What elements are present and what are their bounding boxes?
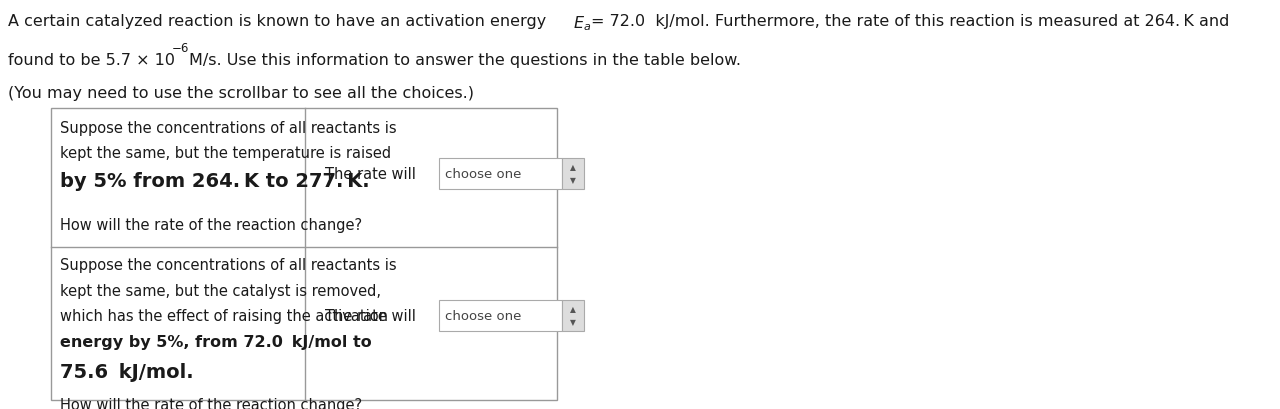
Text: 75.6  kJ/mol.: 75.6 kJ/mol. [60,362,193,381]
Text: which has the effect of raising the activation: which has the effect of raising the acti… [60,308,388,324]
Text: ▲: ▲ [570,163,576,172]
FancyBboxPatch shape [439,159,562,189]
FancyBboxPatch shape [562,300,584,331]
Text: = 72.0  kJ/mol. Furthermore, the rate of this reaction is measured at 264. K and: = 72.0 kJ/mol. Furthermore, the rate of … [591,14,1230,29]
Text: M/s. Use this information to answer the questions in the table below.: M/s. Use this information to answer the … [189,53,741,68]
Text: A certain catalyzed reaction is known to have an activation energy: A certain catalyzed reaction is known to… [8,14,552,29]
Text: ▼: ▼ [570,176,576,185]
Text: found to be 5.7 × 10: found to be 5.7 × 10 [8,53,174,68]
Text: by 5% from 264. K to 277. K.: by 5% from 264. K to 277. K. [60,171,370,190]
Text: energy by 5%, from 72.0  kJ/mol to: energy by 5%, from 72.0 kJ/mol to [60,334,372,349]
Text: How will the rate of the reaction change?: How will the rate of the reaction change… [60,217,362,232]
Text: choose one: choose one [445,309,522,322]
Text: ▲: ▲ [570,305,576,313]
Text: The rate will: The rate will [325,166,416,181]
Text: kept the same, but the catalyst is removed,: kept the same, but the catalyst is remov… [60,283,381,298]
Text: −6: −6 [172,42,189,55]
Text: kept the same, but the temperature is raised: kept the same, but the temperature is ra… [60,146,392,161]
Text: ▼: ▼ [570,318,576,326]
Text: $E_a$: $E_a$ [573,14,591,33]
Text: How will the rate of the reaction change?: How will the rate of the reaction change… [60,397,362,409]
FancyBboxPatch shape [562,159,584,189]
FancyBboxPatch shape [439,300,562,331]
Text: Suppose the concentrations of all reactants is: Suppose the concentrations of all reacta… [60,121,397,136]
Text: The rate will: The rate will [325,308,416,323]
Text: choose one: choose one [445,167,522,180]
Text: (You may need to use the scrollbar to see all the choices.): (You may need to use the scrollbar to se… [8,86,474,101]
Text: Suppose the concentrations of all reactants is: Suppose the concentrations of all reacta… [60,258,397,273]
